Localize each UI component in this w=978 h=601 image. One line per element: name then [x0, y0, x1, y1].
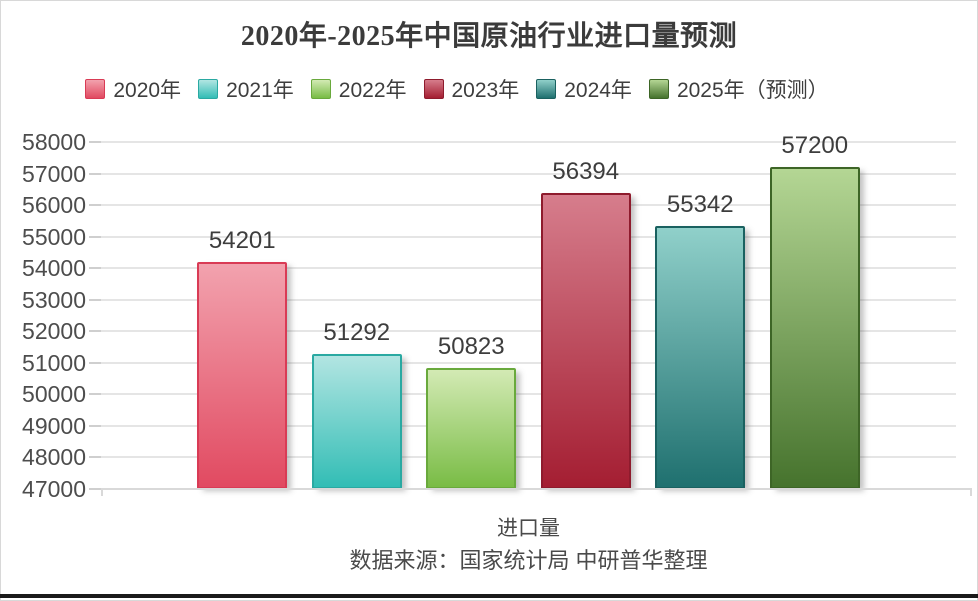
legend-item-2023年[interactable]: 2023年 [423, 74, 520, 104]
bottom-divider [0, 594, 978, 598]
y-axis-tick [89, 141, 101, 143]
bar-value-label: 51292 [323, 318, 391, 346]
legend-item-2021年[interactable]: 2021年 [198, 74, 294, 104]
legend-item-2022年[interactable]: 2022年 [310, 74, 407, 104]
y-axis-tick-label: 50000 [22, 381, 86, 408]
y-axis-tick-label: 55000 [22, 223, 86, 250]
legend-swatch [648, 79, 669, 99]
legend-label: 2020年 [113, 79, 182, 102]
legend-swatch [536, 79, 557, 99]
legend-label: 2022年 [338, 79, 407, 102]
y-axis-tick-label: 51000 [22, 349, 86, 376]
y-axis-tick [89, 488, 101, 490]
gridline [101, 235, 956, 238]
bar-2025年（预测）[interactable] [769, 167, 860, 489]
legend-item-2020年[interactable]: 2020年 [85, 74, 181, 104]
legend-swatch [198, 79, 219, 99]
y-axis-tick-label: 48000 [22, 444, 86, 471]
legend-swatch [85, 79, 106, 99]
y-axis-tick [89, 172, 101, 175]
y-axis-tick-label: 58000 [22, 129, 86, 155]
bar-value-label: 56394 [552, 157, 620, 185]
y-axis-tick [89, 361, 101, 364]
y-axis-tick [89, 456, 101, 459]
gridline [101, 172, 956, 175]
bar-value-label: 54201 [208, 226, 276, 254]
bar-2021年[interactable] [311, 353, 402, 489]
bar-value-label: 57200 [781, 132, 849, 160]
gridline [101, 330, 956, 333]
plot-area: 58000 57000 56000 55000 54000 53000 52000 51000… [22, 129, 956, 502]
gridline [101, 267, 956, 270]
y-axis-tick-label: 53000 [22, 286, 86, 313]
bar-value-label: 50823 [437, 333, 505, 361]
gridline [101, 298, 956, 301]
legend-swatch [423, 79, 444, 99]
x-axis-category-label: 进口量 [497, 517, 560, 540]
y-axis-tick-label: 47000 [22, 476, 86, 502]
bar-2023年[interactable] [540, 192, 631, 489]
y-axis-tick [89, 298, 101, 301]
bar-2022年[interactable] [426, 368, 517, 489]
y-axis-tick [89, 235, 101, 238]
legend-swatch [310, 79, 331, 99]
y-axis-tick [89, 204, 101, 207]
gridline [101, 424, 956, 427]
gridline [101, 141, 956, 143]
legend-label: 2023年 [451, 79, 520, 102]
y-axis-tick [89, 393, 101, 396]
gridline [101, 204, 956, 207]
legend-label: 2021年 [226, 79, 294, 102]
y-axis-tick-label: 57000 [22, 160, 86, 187]
bar-2024年[interactable] [655, 225, 746, 489]
y-axis-tick-label: 52000 [22, 318, 86, 345]
y-axis-tick [89, 267, 101, 270]
gridline [101, 456, 956, 459]
chart-title: 2020年-2025年中国原油行业进口量预测 [240, 21, 738, 52]
bar-2020年[interactable] [197, 261, 288, 489]
legend-label: 2025年（预测） [676, 79, 829, 102]
legend-item-2024年[interactable]: 2024年 [536, 74, 632, 104]
gridline [101, 361, 956, 364]
y-axis-tick-label: 49000 [22, 412, 86, 439]
source-note: 数据来源：国家统计局 中研普华整理 [349, 548, 708, 573]
y-axis-tick [89, 424, 101, 427]
legend-label: 2024年 [564, 79, 632, 102]
legend-item-2025年（预测）[interactable]: 2025年（预测） [648, 74, 829, 104]
gridline [101, 393, 956, 396]
bar-value-label: 55342 [666, 190, 734, 218]
x-axis-baseline [101, 488, 972, 496]
y-axis-tick-label: 56000 [22, 192, 86, 219]
y-axis-tick [89, 330, 101, 333]
legend: 2020年 2021年 2022年 2023年 2024年 2025年（预测） [0, 74, 945, 104]
y-axis-tick-label: 54000 [22, 255, 86, 282]
